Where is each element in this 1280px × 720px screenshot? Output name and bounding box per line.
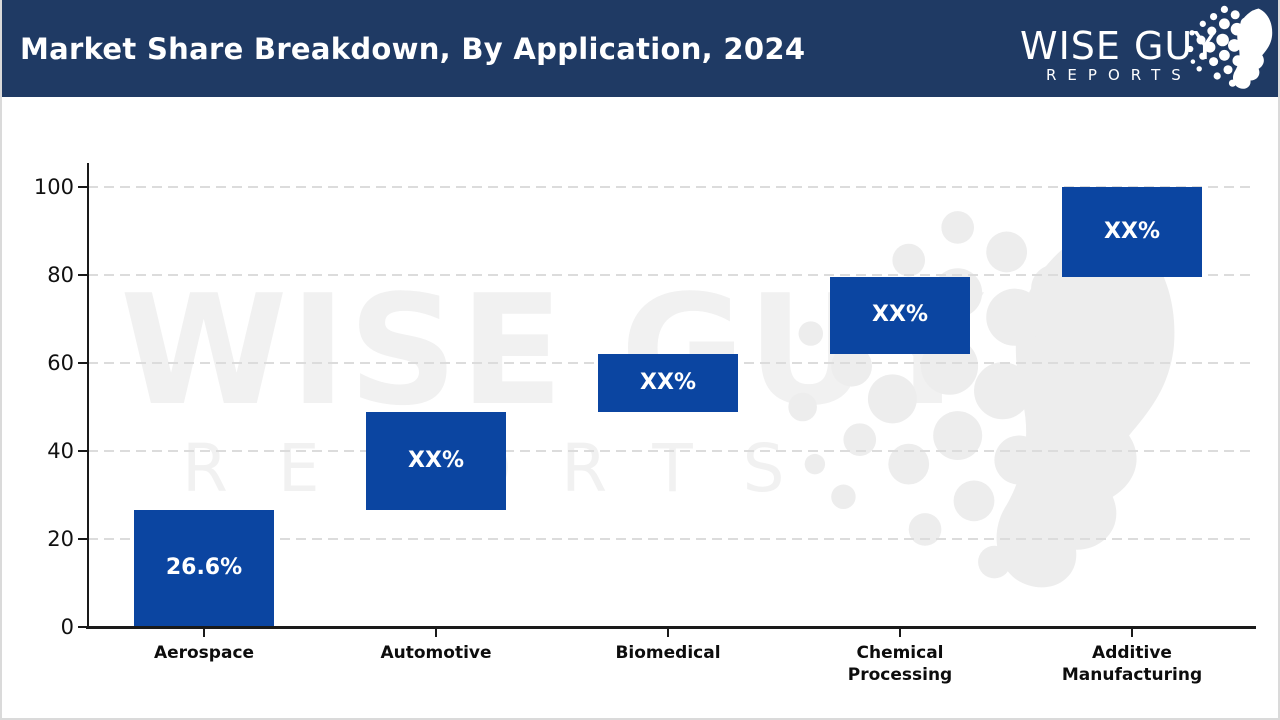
dotted-head-icon: [1187, 5, 1273, 89]
gridline-80: [88, 273, 1256, 276]
bar-value-label-automotive: XX%: [408, 447, 464, 473]
y-tick-label-100: 100: [33, 174, 74, 199]
brand-subtitle: REPORTS: [1046, 66, 1192, 84]
x-axis-label-line: Processing: [847, 665, 953, 685]
x-axis-label-line: Biomedical: [615, 643, 721, 663]
brand-logo: WISE GUY REPORTS: [1012, 2, 1274, 95]
x-axis-label-automotive: Automotive: [326, 642, 546, 664]
x-axis-label-biomedical: Biomedical: [558, 642, 778, 664]
x-axis-label-line: Chemical: [856, 643, 944, 663]
x-axis-line: [86, 626, 1256, 629]
y-tick-20: [78, 537, 87, 540]
bar-biomedical: [598, 353, 738, 413]
y-tick-60: [78, 361, 87, 364]
x-axis-label-line: Manufacturing: [1061, 665, 1203, 685]
bar-value-label-aerospace: 26.6%: [165, 555, 243, 581]
x-axis-label-aerospace: Aerospace: [94, 642, 314, 664]
y-tick-label-20: 20: [47, 526, 74, 551]
x-tick-additive-manufacturing: [1131, 629, 1133, 637]
gridline-100: [88, 185, 1256, 188]
x-axis-label-chemical-processing: Chemical Processing: [790, 642, 1010, 686]
x-tick-aerospace: [203, 629, 205, 637]
y-tick-40: [78, 449, 87, 452]
bar-aerospace: [134, 509, 274, 627]
gridline-20: [88, 537, 1256, 540]
x-tick-chemical-processing: [899, 629, 901, 637]
y-axis-line: [87, 163, 89, 629]
x-axis-label-additive-manufacturing: Additive Manufacturing: [1022, 642, 1242, 686]
bar-additive-manufacturing: [1062, 186, 1202, 277]
y-tick-label-40: 40: [47, 438, 74, 463]
x-tick-biomedical: [667, 629, 669, 637]
y-tick-0: [78, 626, 87, 628]
y-tick-100: [78, 185, 87, 188]
x-axis-label-line: Aerospace: [153, 643, 255, 663]
y-tick-label-60: 60: [47, 350, 74, 375]
bar-value-label-additive-manufacturing: XX%: [1104, 218, 1160, 244]
page-title: Market Share Breakdown, By Application, …: [20, 31, 806, 66]
x-axis-label-line: Additive: [1092, 643, 1172, 663]
bar-automotive: [366, 412, 506, 510]
bar-value-label-chemical-processing: XX%: [872, 302, 928, 328]
y-tick-label-80: 80: [47, 262, 74, 287]
bar-chemical-processing: [830, 276, 970, 354]
gridline-40: [88, 449, 1256, 452]
y-tick-80: [78, 273, 87, 276]
bar-value-label-biomedical: XX%: [640, 369, 696, 395]
header-bar: Market Share Breakdown, By Application, …: [0, 0, 1280, 97]
y-tick-label-0: 0: [60, 615, 74, 639]
x-axis-label-line: Automotive: [380, 643, 492, 663]
x-tick-automotive: [435, 629, 437, 637]
brand-wordmark: WISE GUY: [1020, 24, 1218, 68]
